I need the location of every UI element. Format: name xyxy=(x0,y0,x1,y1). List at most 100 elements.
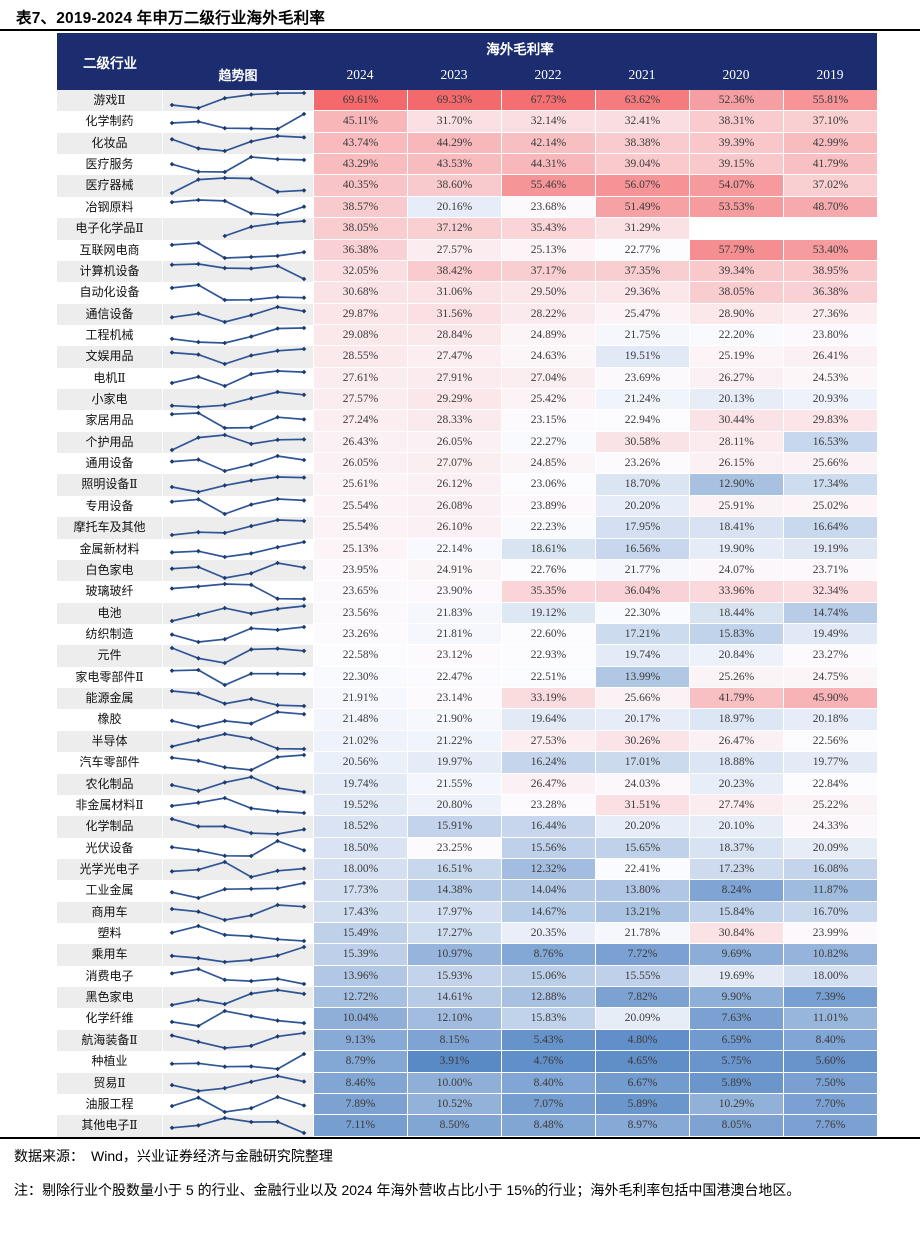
value-cell: 25.54% xyxy=(313,517,407,539)
sparkline-point-marker xyxy=(301,866,307,871)
trend-sparkline-chart xyxy=(169,731,307,752)
value-cell: 24.89% xyxy=(501,324,595,347)
value-cell: 7.07% xyxy=(501,1093,595,1116)
value-cell: 38.57% xyxy=(313,196,407,219)
sparkline-point-marker xyxy=(196,119,201,125)
value-cell: 44.29% xyxy=(407,132,501,155)
trend-sparkline-cell xyxy=(163,1115,313,1137)
trend-sparkline-cell xyxy=(163,132,313,155)
sparkline-point-marker xyxy=(301,565,307,570)
value-cell: 44.31% xyxy=(501,154,595,176)
value-cell: 8.05% xyxy=(689,1115,783,1137)
sparkline-point-marker xyxy=(275,702,280,708)
trend-sparkline-chart xyxy=(169,282,307,303)
sparkline-point-marker xyxy=(222,795,228,801)
trend-sparkline-chart xyxy=(169,624,307,645)
sparkline-point-marker xyxy=(222,198,228,203)
value-cell: 31.06% xyxy=(407,282,501,304)
sparkline-point-marker xyxy=(275,544,280,550)
sparkline-point-marker xyxy=(248,550,254,556)
industry-name: 专用设备 xyxy=(57,495,163,518)
value-cell: 27.74% xyxy=(689,794,783,817)
sparkline-point-marker xyxy=(301,810,307,816)
value-cell: 25.02% xyxy=(783,495,877,518)
sparkline-point-marker xyxy=(275,415,280,420)
sparkline-point-marker xyxy=(222,960,228,965)
value-cell: 26.47% xyxy=(501,773,595,795)
sparkline-point-marker xyxy=(169,459,175,465)
value-cell: 37.10% xyxy=(783,111,877,133)
value-cell: 19.49% xyxy=(783,623,877,646)
sparkline-point-marker xyxy=(301,436,307,442)
sparkline-point-marker xyxy=(222,887,228,892)
trend-sparkline-chart xyxy=(169,154,307,175)
trend-sparkline-cell xyxy=(163,282,313,303)
value-cell: 27.53% xyxy=(501,730,595,753)
sparkline-point-marker xyxy=(301,1078,307,1084)
table-row: 医疗服务 43.29% 43.53% 44.31% 39.04% 39.15% 41.79% xyxy=(57,154,877,176)
table-row: 工程机械 29.08% 28.84% 24.89% 21.75% 22.20% 23.80% xyxy=(57,324,877,347)
sparkline-point-marker xyxy=(248,570,254,576)
sparkline-point-marker xyxy=(275,785,280,790)
value-cell: 32.34% xyxy=(783,581,877,603)
value-cell: 37.02% xyxy=(783,175,877,197)
sparkline-point-marker xyxy=(196,867,201,872)
value-cell: 42.99% xyxy=(783,132,877,155)
sparkline-point-marker xyxy=(275,212,280,218)
value-cell: 18.52% xyxy=(313,816,407,838)
table-row: 元件 22.58% 23.12% 22.93% 19.74% 20.84% 23.27% xyxy=(57,645,877,667)
value-cell: 27.91% xyxy=(407,367,501,390)
trend-sparkline-chart xyxy=(169,880,307,901)
sparkline-point-marker xyxy=(222,932,228,938)
table-row: 家居用品 27.24% 28.33% 23.15% 22.94% 30.44% 29.83% xyxy=(57,410,877,432)
value-cell: 25.61% xyxy=(313,474,407,496)
industry-name: 黑色家电 xyxy=(57,987,163,1009)
table-row: 自动化设备 30.68% 31.06% 29.50% 29.36% 38.05% 36.38… xyxy=(57,282,877,304)
industry-name: 种植业 xyxy=(57,1051,163,1073)
value-cell: 12.32% xyxy=(501,858,595,881)
sparkline-point-marker xyxy=(196,639,201,645)
value-cell: 24.85% xyxy=(501,453,595,475)
sparkline-point-marker xyxy=(275,886,280,891)
table-row: 光学光电子 18.00% 16.51% 12.32% 22.41% 17.23% 16.08… xyxy=(57,858,877,881)
value-cell: 25.47% xyxy=(595,303,689,325)
value-cell: 15.91% xyxy=(407,816,501,838)
value-cell: 6.67% xyxy=(595,1072,689,1094)
sparkline-point-marker xyxy=(301,596,307,602)
value-cell: 17.43% xyxy=(313,901,407,924)
trend-sparkline-cell xyxy=(163,389,313,411)
sparkline-point-marker xyxy=(222,265,228,271)
sparkline-point-marker xyxy=(222,1045,228,1051)
sparkline-point-marker xyxy=(222,554,228,559)
sparkline-point-marker xyxy=(275,746,280,751)
trend-sparkline-cell xyxy=(163,923,313,944)
sparkline-point-marker xyxy=(275,1073,280,1078)
value-cell: 38.05% xyxy=(313,218,407,240)
value-cell: 11.87% xyxy=(783,880,877,902)
value-cell: 18.00% xyxy=(783,965,877,988)
sparkline-point-marker xyxy=(275,517,280,523)
value-cell: 8.50% xyxy=(407,1115,501,1137)
trend-sparkline-cell xyxy=(163,624,313,645)
trend-sparkline-chart xyxy=(169,752,307,773)
value-cell: 38.38% xyxy=(595,132,689,155)
trend-sparkline-chart xyxy=(169,646,307,666)
table-footer: 数据来源： Wind，兴业证券经济与金融研究院整理 注：剔除行业个股数量小于 5… xyxy=(14,1146,908,1205)
sparkline-point-marker xyxy=(301,112,307,117)
value-cell: 13.99% xyxy=(595,666,689,689)
sparkline-point-marker xyxy=(275,976,280,981)
value-cell: 13.96% xyxy=(313,965,407,988)
trend-sparkline-cell xyxy=(163,709,313,730)
sparkline-point-marker xyxy=(275,156,280,162)
sparkline-point-marker xyxy=(248,154,254,160)
sparkline-point-marker xyxy=(248,958,254,963)
value-cell: 25.66% xyxy=(595,688,689,710)
sparkline-point-marker xyxy=(169,121,175,126)
sparkline-point-marker xyxy=(222,636,228,642)
value-cell: 16.51% xyxy=(407,858,501,881)
value-cell: 20.35% xyxy=(501,923,595,945)
value-cell: 55.46% xyxy=(501,175,595,197)
sparkline-point-marker xyxy=(222,1001,228,1007)
sparkline-point-marker xyxy=(222,126,228,131)
value-cell: 20.18% xyxy=(783,709,877,731)
